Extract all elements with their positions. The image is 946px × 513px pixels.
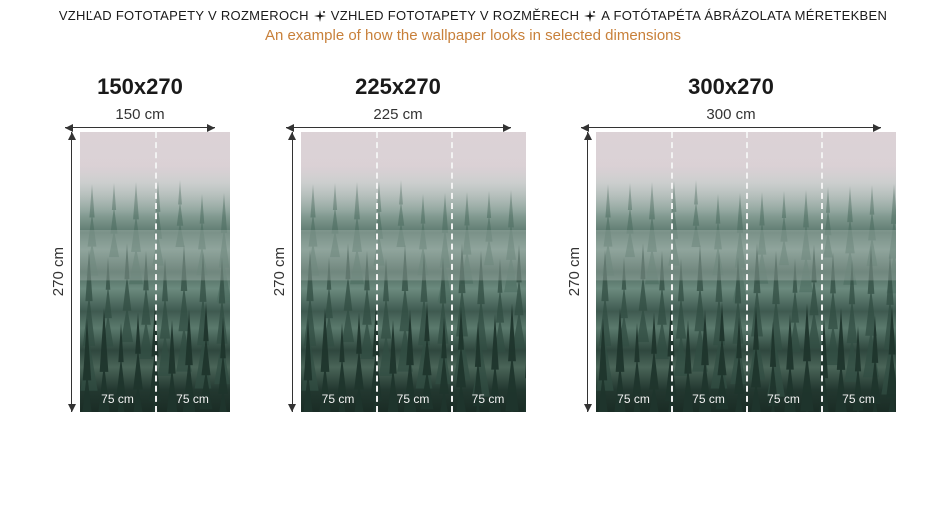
- width-arrow: [286, 127, 511, 128]
- height-arrow: [292, 132, 293, 412]
- wallpaper-preview: 75 cm75 cm: [80, 132, 230, 412]
- strip-width-label: 75 cm: [451, 392, 526, 406]
- strip-width-label: 75 cm: [155, 392, 230, 406]
- height-arrow: [71, 132, 72, 412]
- height-dimension-label: 270 cm: [566, 247, 583, 296]
- panel-title: 225x270: [355, 74, 441, 100]
- title-cz: VZHLED FOTOTAPETY V ROZMĚRECH: [331, 8, 580, 23]
- strip-divider: [451, 132, 453, 412]
- subtitle: An example of how the wallpaper looks in…: [0, 27, 946, 44]
- size-panel-0: 150x270 150 cm 270 cm 75 cm75 cm: [50, 74, 230, 412]
- size-panel-1: 225x270 225 cm 270 cm 75 cm75 cm75 cm: [271, 74, 526, 412]
- strip-width-label: 75 cm: [596, 392, 671, 406]
- sparkle-icon: [583, 9, 597, 23]
- width-arrow: [581, 127, 881, 128]
- width-dimension-label: 300 cm: [706, 106, 755, 123]
- strip-width-label: 75 cm: [80, 392, 155, 406]
- strip-width-label: 75 cm: [376, 392, 451, 406]
- height-arrow: [587, 132, 588, 412]
- strip-divider: [746, 132, 748, 412]
- size-panel-2: 300x270 300 cm 270 cm 75 cm75 cm75 cm75 …: [566, 74, 896, 412]
- strip-divider: [821, 132, 823, 412]
- strip-width-label: 75 cm: [746, 392, 821, 406]
- panels-container: 150x270 150 cm 270 cm 75 cm75 cm 225x270…: [0, 44, 946, 412]
- width-dimension-label: 225 cm: [373, 106, 422, 123]
- header: VZHĽAD FOTOTAPETY V ROZMEROCH VZHLED FOT…: [0, 0, 946, 44]
- strip-width-label: 75 cm: [301, 392, 376, 406]
- width-arrow: [65, 127, 215, 128]
- title-hu: A FOTÓTAPÉTA ÁBRÁZOLATA MÉRETEKBEN: [601, 8, 887, 23]
- strip-width-label: 75 cm: [821, 392, 896, 406]
- sparkle-icon: [313, 9, 327, 23]
- strip-divider: [376, 132, 378, 412]
- wallpaper-preview: 75 cm75 cm75 cm75 cm: [596, 132, 896, 412]
- wallpaper-preview: 75 cm75 cm75 cm: [301, 132, 526, 412]
- strip-width-label: 75 cm: [671, 392, 746, 406]
- height-dimension-label: 270 cm: [50, 247, 67, 296]
- strip-divider: [155, 132, 157, 412]
- panel-title: 150x270: [97, 74, 183, 100]
- title-row: VZHĽAD FOTOTAPETY V ROZMEROCH VZHLED FOT…: [0, 8, 946, 23]
- strip-divider: [671, 132, 673, 412]
- width-dimension-label: 150 cm: [115, 106, 164, 123]
- height-dimension-label: 270 cm: [271, 247, 288, 296]
- title-sk: VZHĽAD FOTOTAPETY V ROZMEROCH: [59, 8, 309, 23]
- panel-title: 300x270: [688, 74, 774, 100]
